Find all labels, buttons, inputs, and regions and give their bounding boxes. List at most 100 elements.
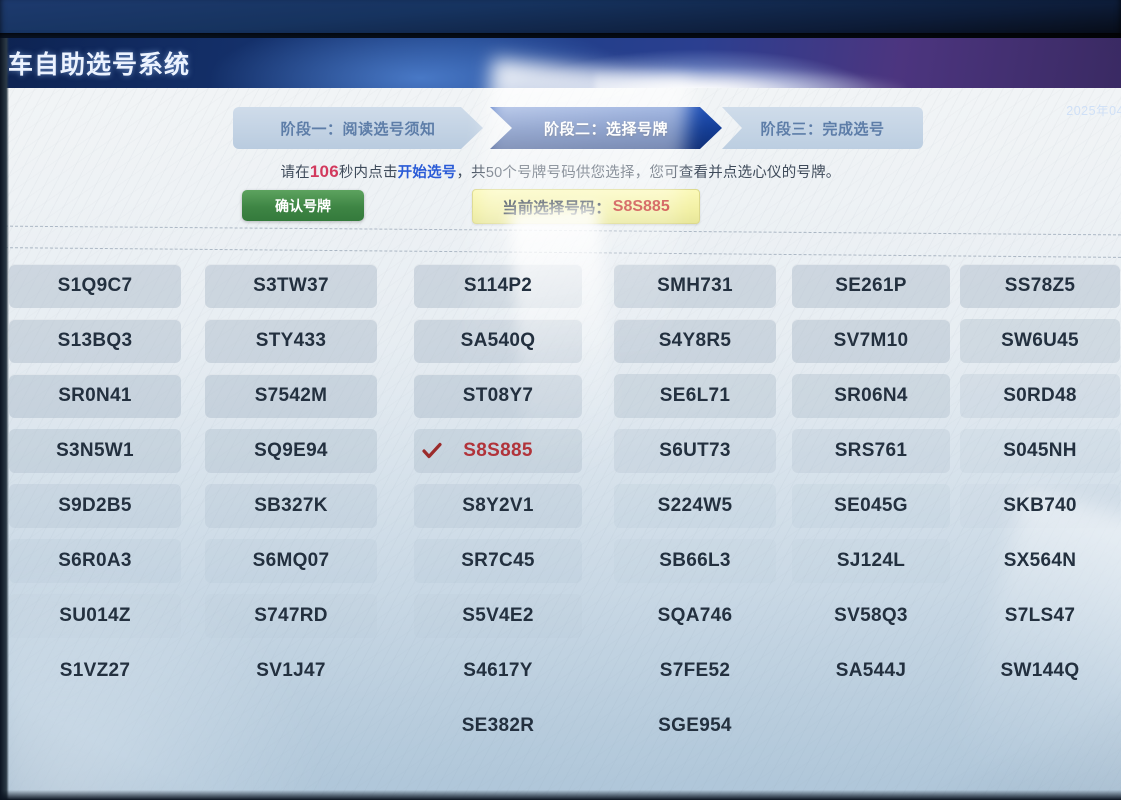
stage-step-2-label: 阶段二：选择号牌: [543, 120, 668, 138]
confirm-plate-button-label: 确认号牌: [275, 197, 331, 214]
plate-option-label: S6R0A3: [58, 550, 132, 571]
section-divider-top: [0, 225, 1121, 236]
plate-option-S6MQ07[interactable]: S6MQ07: [205, 539, 377, 583]
plate-option-label: SV1J47: [256, 660, 326, 681]
plate-option-S114P2[interactable]: S114P2: [414, 264, 582, 308]
plate-option-SQA746[interactable]: SQA746: [614, 594, 776, 638]
stage-step-1[interactable]: 阶段一：阅读选号须知: [233, 107, 483, 149]
plate-option-S0RD48[interactable]: S0RD48: [960, 374, 1120, 418]
start-selection-link[interactable]: 开始选号: [397, 165, 457, 181]
plate-option-label: SA540Q: [460, 330, 536, 351]
plate-option-label: SA544J: [835, 660, 907, 681]
date-stamp: 2025年04: [1066, 104, 1121, 118]
plate-option-label: S7FE52: [659, 660, 731, 681]
plate-option-label: SX564N: [1003, 550, 1077, 571]
plate-option-label: S8S885: [463, 440, 533, 461]
plate-option-SW144Q[interactable]: SW144Q: [960, 649, 1120, 693]
plate-option-SJ124L[interactable]: SJ124L: [792, 539, 950, 583]
plate-option-SV1J47[interactable]: SV1J47: [205, 649, 377, 693]
plate-option-label: SKB740: [1003, 495, 1077, 516]
plate-option-S7542M[interactable]: S7542M: [205, 374, 377, 418]
plate-option-S3N5W1[interactable]: S3N5W1: [9, 429, 181, 473]
plate-option-SW6U45[interactable]: SW6U45: [960, 319, 1120, 363]
plate-option-label: SV58Q3: [834, 605, 908, 626]
plate-option-SB327K[interactable]: SB327K: [205, 484, 377, 528]
plate-option-S13BQ3[interactable]: S13BQ3: [9, 319, 181, 363]
plate-option-SKB740[interactable]: SKB740: [960, 484, 1120, 528]
plate-option-SU014Z[interactable]: SU014Z: [9, 594, 181, 638]
plate-option-S4617Y[interactable]: S4617Y: [414, 649, 582, 693]
notice-suffix: ，共50个号牌号码供您选择，您可查看并点选心仪的号牌。: [456, 165, 841, 181]
app-title-bar: 动车自助选号系统: [0, 38, 1121, 88]
plate-option-SR0N41[interactable]: SR0N41: [9, 374, 181, 418]
plate-option-SQ9E94[interactable]: SQ9E94: [205, 429, 377, 473]
plate-option-SE261P[interactable]: SE261P: [792, 264, 950, 308]
plate-option-S6R0A3[interactable]: S6R0A3: [9, 539, 181, 583]
plate-option-SA540Q[interactable]: SA540Q: [414, 319, 582, 363]
plate-option-label: SB327K: [254, 495, 328, 516]
plate-option-label: S224W5: [657, 495, 733, 516]
plate-option-label: SR7C45: [461, 550, 535, 571]
current-selection-box: 当前选择号码： S8S885: [472, 189, 700, 224]
plate-option-label: SGE954: [658, 715, 732, 736]
plate-option-SGE954[interactable]: SGE954: [614, 704, 776, 748]
plate-option-SA544J[interactable]: SA544J: [792, 649, 950, 693]
plate-option-label: SQ9E94: [254, 440, 328, 461]
plate-option-label: S5V4E2: [462, 605, 534, 626]
plate-option-S8S885[interactable]: S8S885: [414, 429, 582, 473]
current-selection-label: 当前选择号码：: [502, 199, 611, 217]
plate-option-label: S8Y2V1: [462, 495, 534, 516]
plate-option-label: SB66L3: [659, 550, 731, 571]
section-divider-bottom: [0, 247, 1121, 258]
plate-option-label: S1Q9C7: [57, 275, 133, 296]
plate-option-label: SE6L71: [659, 385, 731, 406]
plate-option-S045NH[interactable]: S045NH: [960, 429, 1120, 473]
plate-option-SMH731[interactable]: SMH731: [614, 264, 776, 308]
plate-option-STY433[interactable]: STY433: [205, 319, 377, 363]
plate-option-SB66L3[interactable]: SB66L3: [614, 539, 776, 583]
plate-option-SE6L71[interactable]: SE6L71: [614, 374, 776, 418]
countdown-seconds: 106: [309, 162, 339, 181]
plate-option-S224W5[interactable]: S224W5: [614, 484, 776, 528]
plate-option-label: SMH731: [657, 275, 733, 296]
plate-option-S6UT73[interactable]: S6UT73: [614, 429, 776, 473]
notice-prefix: 请在: [280, 165, 310, 181]
check-icon: [422, 442, 442, 459]
plate-option-label: S7LS47: [1004, 605, 1076, 626]
plate-option-S747RD[interactable]: S747RD: [205, 594, 377, 638]
plate-option-label: SQA746: [657, 605, 733, 626]
plate-option-S1Q9C7[interactable]: S1Q9C7: [9, 264, 181, 308]
plate-option-S8Y2V1[interactable]: S8Y2V1: [414, 484, 582, 528]
plate-option-S4Y8R5[interactable]: S4Y8R5: [614, 319, 776, 363]
plate-option-SV58Q3[interactable]: SV58Q3: [792, 594, 950, 638]
plate-option-ST08Y7[interactable]: ST08Y7: [414, 374, 582, 418]
plate-option-SE382R[interactable]: SE382R: [414, 704, 582, 748]
plate-option-SR7C45[interactable]: SR7C45: [414, 539, 582, 583]
plate-option-label: S6MQ07: [252, 550, 330, 571]
stage-step-3-label: 阶段三：完成选号: [760, 120, 885, 138]
plate-option-label: SE382R: [461, 715, 535, 736]
plate-option-S1VZ27[interactable]: S1VZ27: [9, 649, 181, 693]
stage-step-2[interactable]: 阶段二：选择号牌: [490, 107, 722, 149]
plate-option-label: SR0N41: [58, 385, 132, 406]
confirm-plate-button[interactable]: 确认号牌: [242, 190, 364, 221]
plate-option-S9D2B5[interactable]: S9D2B5: [9, 484, 181, 528]
plate-option-SR06N4[interactable]: SR06N4: [792, 374, 950, 418]
plate-option-SX564N[interactable]: SX564N: [960, 539, 1120, 583]
plate-option-SRS761[interactable]: SRS761: [792, 429, 950, 473]
plate-option-label: SE261P: [835, 275, 907, 296]
plate-option-SS78Z5[interactable]: SS78Z5: [960, 264, 1120, 308]
plate-option-S3TW37[interactable]: S3TW37: [205, 264, 377, 308]
plate-option-label: SS78Z5: [1004, 275, 1076, 296]
stage-step-3[interactable]: 阶段三：完成选号: [722, 107, 923, 149]
plate-option-label: ST08Y7: [462, 385, 534, 406]
screen-area: 动车自助选号系统 2025年04 阶段一：阅读选号须知 阶段二：选择号牌 阶段三…: [0, 38, 1121, 800]
title-glare: [595, 68, 905, 88]
plate-option-label: SW6U45: [1001, 330, 1079, 351]
plate-option-label: S6UT73: [659, 440, 731, 461]
plate-option-S7FE52[interactable]: S7FE52: [614, 649, 776, 693]
plate-option-SE045G[interactable]: SE045G: [792, 484, 950, 528]
plate-option-S7LS47[interactable]: S7LS47: [960, 594, 1120, 638]
plate-option-SV7M10[interactable]: SV7M10: [792, 319, 950, 363]
plate-option-S5V4E2[interactable]: S5V4E2: [414, 594, 582, 638]
